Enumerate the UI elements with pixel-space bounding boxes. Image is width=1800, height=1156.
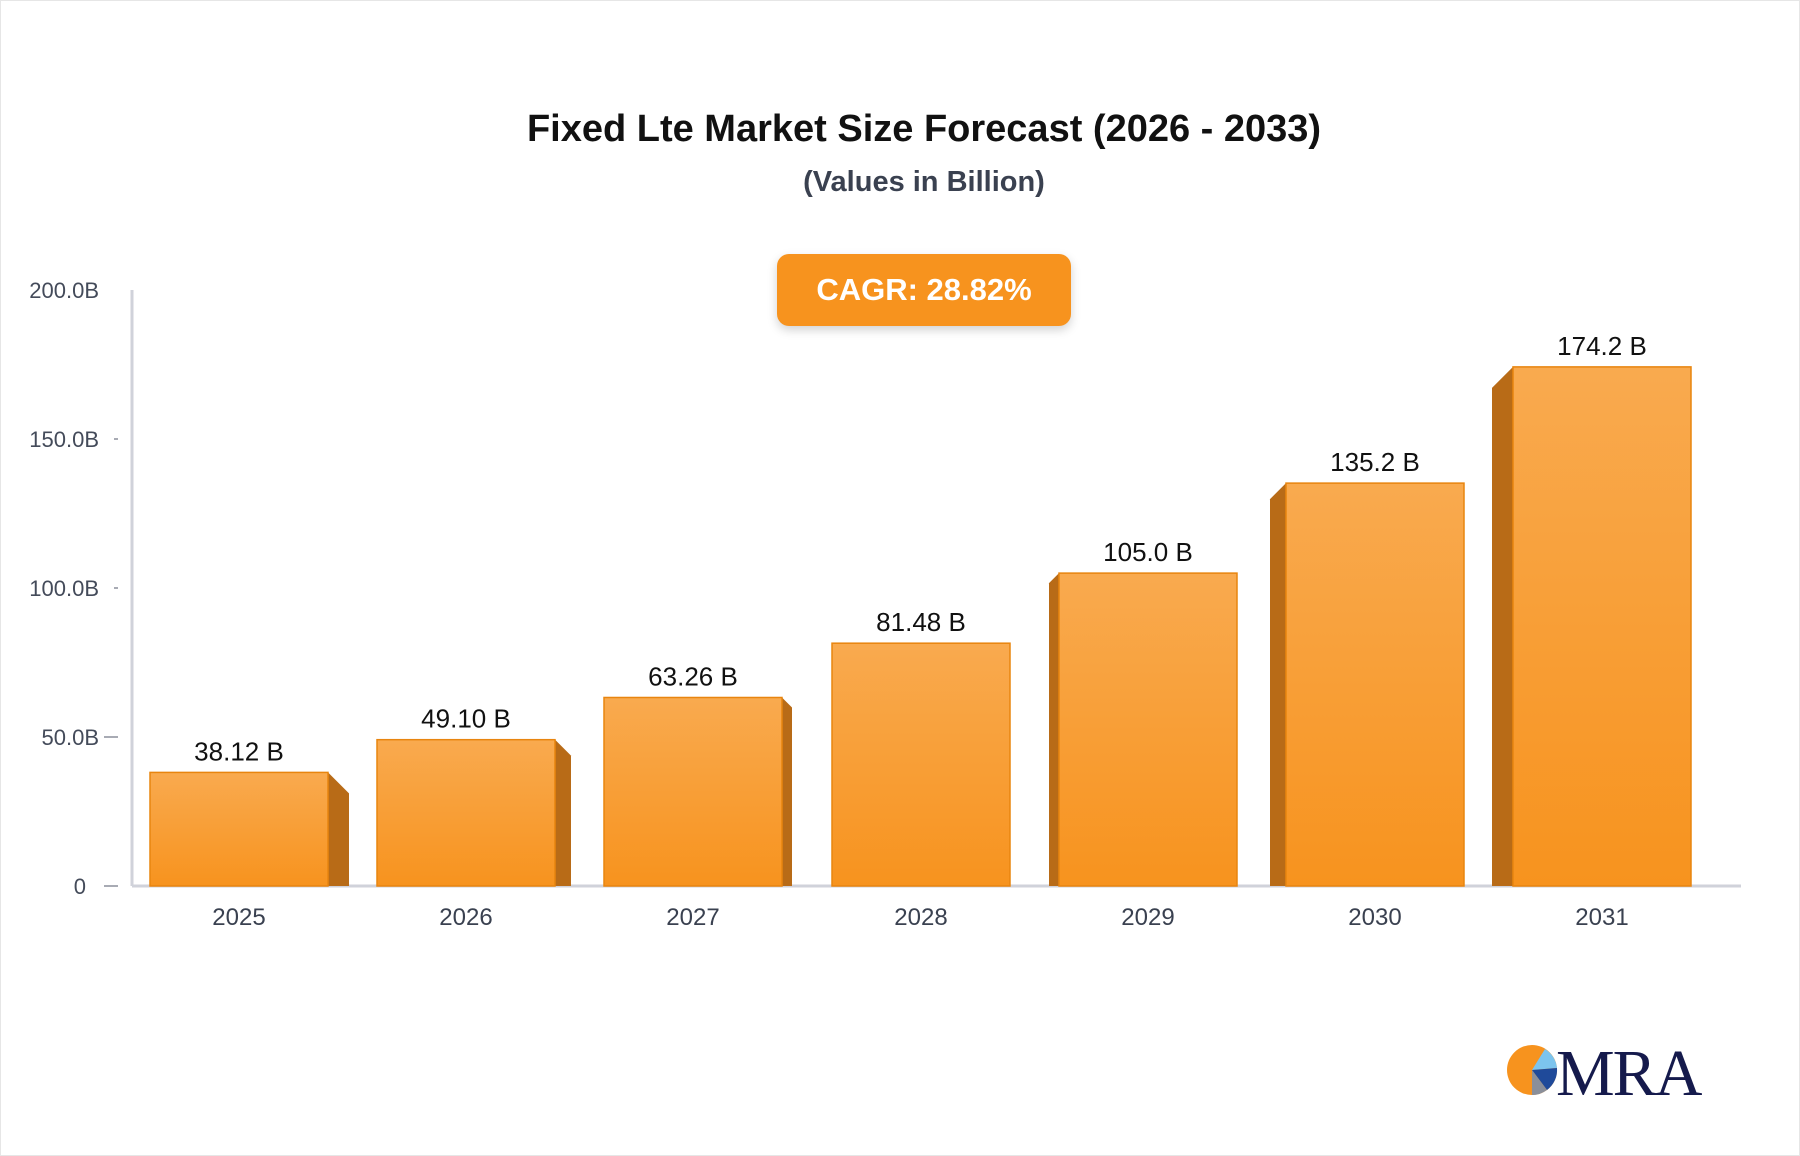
data-label: 49.10 B <box>421 704 511 734</box>
bar-side <box>1049 573 1059 886</box>
data-label: 174.2 B <box>1557 331 1647 361</box>
y-tick-label: 0 <box>74 874 86 899</box>
chart-title: Fixed Lte Market Size Forecast (2026 - 2… <box>526 108 1322 150</box>
y-tick-label: 50.0B <box>42 725 100 750</box>
chart-subtitle: (Values in Billion) <box>803 166 1045 198</box>
bar-side <box>782 697 792 886</box>
bar <box>831 642 1011 887</box>
data-label: 38.12 B <box>194 736 284 766</box>
data-label: 81.48 B <box>876 607 966 637</box>
logo-icon <box>1507 1045 1558 1095</box>
data-label: 63.26 B <box>648 661 738 691</box>
bar-side <box>1270 483 1286 886</box>
y-tick-label: 150.0B <box>29 427 99 452</box>
x-tick-label: 2025 <box>212 904 265 931</box>
bar <box>1512 366 1692 887</box>
bar-side <box>1492 366 1513 886</box>
bar <box>603 696 783 887</box>
bar <box>376 738 556 887</box>
x-tick-label: 2028 <box>894 904 947 931</box>
x-tick-label: 2027 <box>666 904 719 931</box>
x-tick-label: 2026 <box>439 904 492 931</box>
bar-side <box>328 772 349 886</box>
logo: MRA <box>1556 1037 1702 1110</box>
y-tick-label: 100.0B <box>29 576 99 601</box>
bar-side <box>555 739 571 886</box>
x-tick-label: 2029 <box>1121 904 1174 931</box>
x-tick-label: 2030 <box>1348 904 1401 931</box>
bar <box>1058 572 1238 887</box>
x-tick-label: 2031 <box>1575 904 1628 931</box>
data-label: 135.2 B <box>1330 447 1420 477</box>
data-label: 105.0 B <box>1103 537 1193 567</box>
y-tick-label: 200.0B <box>29 278 99 303</box>
bar <box>149 771 329 887</box>
bar <box>1285 482 1465 887</box>
cagr-badge: CAGR: 28.82% <box>777 254 1071 326</box>
